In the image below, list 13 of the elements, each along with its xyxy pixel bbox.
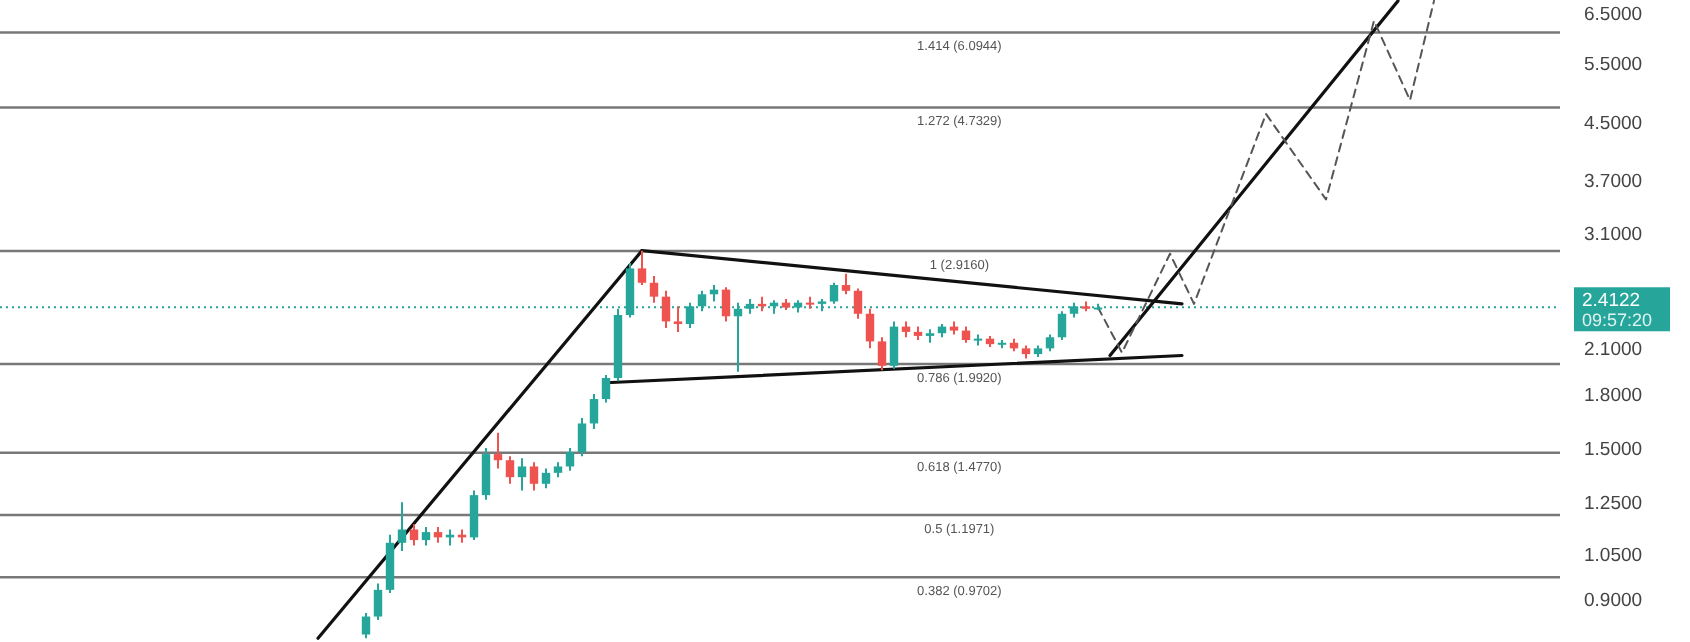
ref-line-label: 2.4122	[1582, 290, 1641, 313]
y-tick-label: 4.5000	[1584, 113, 1643, 136]
y-tick-label: 5.5000	[1584, 53, 1643, 76]
y-tick-label: 1.5000	[1584, 438, 1643, 461]
y-tick-label: 1.0500	[1584, 544, 1643, 567]
y-tick-label: 1.8000	[1584, 384, 1643, 407]
y-tick-label: 2.1000	[1584, 339, 1643, 362]
y-tick-label: 3.1000	[1584, 223, 1643, 246]
y-tick-label: 6.5000	[1584, 4, 1643, 27]
y-tick-label: 0.9000	[1584, 590, 1643, 613]
text: 09:57:20	[1582, 310, 1653, 331]
y-tick-label: 1.2500	[1584, 492, 1643, 515]
y-tick-label: 3.7000	[1584, 171, 1643, 194]
